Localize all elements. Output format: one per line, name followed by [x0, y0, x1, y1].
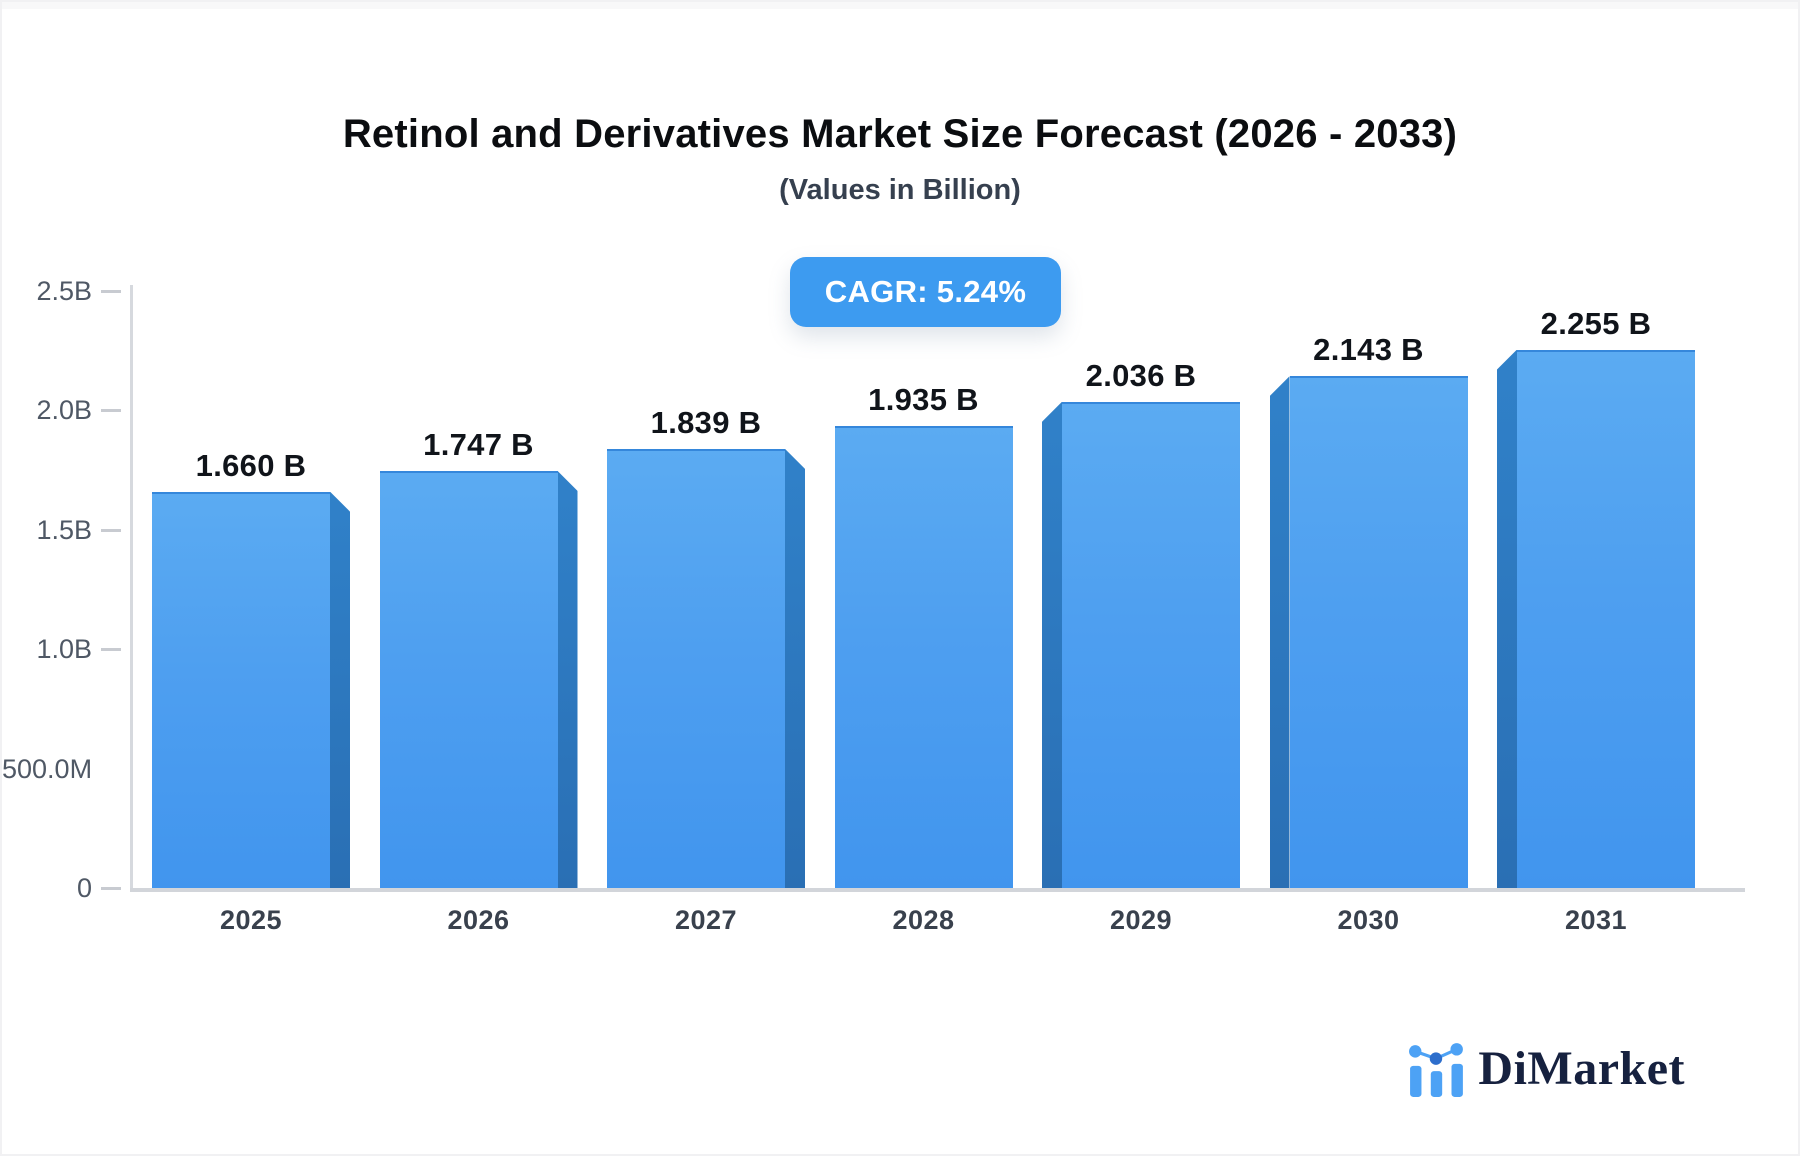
y-tick-label-0: 0 [76, 873, 92, 903]
x-axis-label-2030: 2030 [1337, 905, 1400, 935]
bar-value-label-2027: 1.839 B [650, 404, 762, 440]
cagr-badge: CAGR: 5.24% [790, 257, 1061, 327]
bar-value-label-2031: 2.255 B [1540, 305, 1652, 341]
bar-face-2030 [1289, 376, 1468, 888]
y-tick-label-2.0B: 2.0B [36, 395, 92, 426]
y-tick-label-2.5B: 2.5B [36, 276, 92, 306]
y-tick-mark-2.0B [101, 409, 121, 413]
y-axis-line [130, 285, 133, 892]
x-axis-label-2025: 2025 [219, 905, 283, 935]
top-edge-strip [2, 2, 1798, 9]
bar-side-2025 [330, 491, 350, 888]
y-tick-label-1.5B: 1.5B [36, 514, 92, 545]
brand-logo-text: DiMarket [1478, 1042, 1685, 1095]
bar-value-label-2026: 1.747 B [423, 426, 534, 462]
bar-face-2031 [1517, 349, 1695, 888]
bar-line-chart-icon [1409, 1043, 1464, 1097]
bar-face-2029 [1062, 401, 1240, 888]
bar-2027[interactable] [607, 448, 805, 888]
brand-logo: DiMarket [1408, 1040, 1685, 1098]
y-tick-mark-1.0B [101, 648, 121, 652]
bar-2026[interactable] [379, 470, 578, 888]
bar-value-label-2028: 1.935 B [868, 381, 979, 417]
y-tick-label-1.0B: 1.0B [36, 634, 92, 665]
bar-face-2025 [152, 491, 330, 888]
bar-side-2030 [1269, 376, 1290, 888]
x-axis-label-2031: 2031 [1564, 905, 1628, 935]
bar-face-2027 [607, 448, 785, 888]
x-axis-label-2028: 2028 [892, 905, 955, 935]
bar-side-2026 [557, 470, 578, 888]
bar-face-2028 [834, 425, 1013, 888]
bar-2029[interactable] [1042, 401, 1240, 888]
bar-2028[interactable] [834, 425, 1013, 888]
bar-2031[interactable] [1497, 349, 1695, 888]
y-tick-mark-0 [101, 887, 121, 890]
bar-side-2031 [1497, 349, 1517, 888]
bar-2030[interactable] [1269, 376, 1468, 888]
bar-value-label-2030: 2.143 B [1313, 332, 1424, 368]
bar-value-label-2025: 1.660 B [195, 447, 307, 483]
x-axis-label-2026: 2026 [447, 905, 510, 935]
chart-title: Retinol and Derivatives Market Size Fore… [342, 112, 1458, 156]
y-tick-label-500.0M: 500.0M [2, 753, 93, 784]
x-axis-label-2027: 2027 [674, 905, 738, 935]
y-tick-mark-1.5B [101, 528, 121, 532]
cagr-badge-label: CAGR: 5.24% [824, 274, 1027, 309]
bar-value-label-2029: 2.036 B [1085, 357, 1197, 393]
bar-side-2029 [1042, 401, 1062, 888]
bar-2025[interactable] [152, 491, 350, 888]
x-axis-label-2029: 2029 [1109, 905, 1173, 935]
chart-subtitle: (Values in Billion) [779, 174, 1021, 206]
x-axis-line [130, 888, 1745, 892]
bar-side-2027 [785, 448, 805, 888]
y-tick-mark-2.5B [101, 290, 121, 293]
bar-face-2026 [379, 470, 558, 888]
